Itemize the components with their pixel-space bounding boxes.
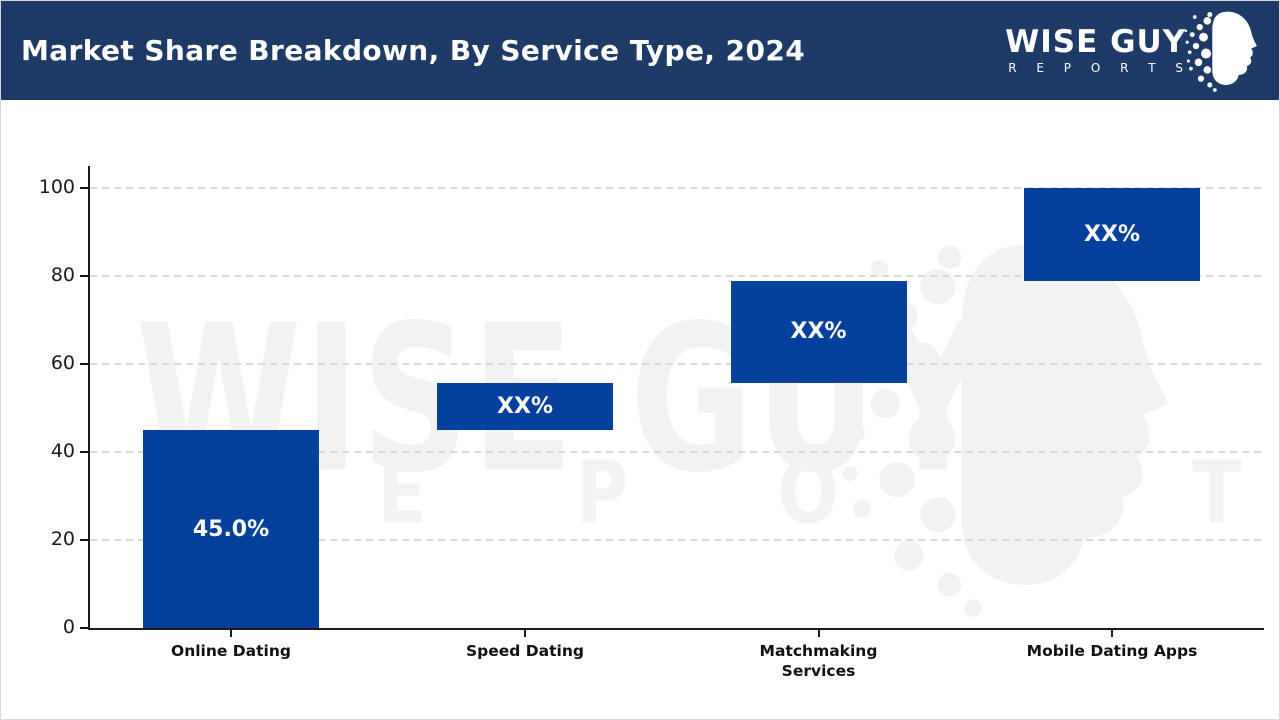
gridline-100 xyxy=(90,187,1263,189)
bar-online-dating: 45.0% xyxy=(143,430,319,628)
y-tick-20 xyxy=(80,539,88,541)
logo-subtitle: R E P O R T S xyxy=(1008,60,1191,75)
header-bar: Market Share Breakdown, By Service Type,… xyxy=(1,1,1279,100)
gridline-40 xyxy=(90,451,1263,453)
bar-value-label-matchmaking-services: XX% xyxy=(790,319,847,345)
y-tick-40 xyxy=(80,451,88,453)
category-label-online-dating: Online Dating xyxy=(171,642,291,660)
y-tick-label-60: 60 xyxy=(50,352,75,374)
x-tick-mobile-dating-apps xyxy=(1111,630,1113,637)
y-tick-label-20: 20 xyxy=(50,528,75,550)
page-title: Market Share Breakdown, By Service Type,… xyxy=(21,34,806,67)
y-tick-100 xyxy=(80,187,88,189)
dotted-head-profile-icon xyxy=(1184,11,1257,92)
category-label-mobile-dating-apps: Mobile Dating Apps xyxy=(1026,642,1198,660)
y-tick-label-40: 40 xyxy=(50,440,75,462)
logo-wordmark: WISE GUY xyxy=(1005,23,1187,60)
wise-guy-reports-logo: WISE GUY R E P O R T S xyxy=(1000,7,1269,95)
category-label-speed-dating: Speed Dating xyxy=(466,642,584,660)
y-tick-label-80: 80 xyxy=(50,264,75,286)
bar-value-label-mobile-dating-apps: XX% xyxy=(1084,221,1140,247)
x-tick-speed-dating xyxy=(524,630,526,637)
gridline-60 xyxy=(90,363,1263,365)
y-tick-0 xyxy=(80,627,88,629)
category-label-matchmaking-services: Matchmaking Services xyxy=(759,642,878,681)
y-axis-line xyxy=(88,166,90,630)
y-tick-label-0: 0 xyxy=(62,616,75,638)
gridline-80 xyxy=(90,275,1263,277)
bar-matchmaking-services: XX% xyxy=(730,280,907,383)
x-tick-online-dating xyxy=(230,630,232,637)
gridline-20 xyxy=(90,539,1263,541)
y-tick-80 xyxy=(80,275,88,277)
y-tick-label-100: 100 xyxy=(38,176,75,198)
bar-mobile-dating-apps: XX% xyxy=(1024,188,1200,281)
bar-value-label-online-dating: 45.0% xyxy=(192,516,270,542)
bar-value-label-speed-dating: XX% xyxy=(497,393,553,419)
x-axis-line xyxy=(88,628,1264,630)
x-tick-matchmaking-services xyxy=(817,630,820,637)
bar-speed-dating: XX% xyxy=(437,382,613,430)
y-tick-60 xyxy=(80,363,88,365)
logo-text: WISE GUY R E P O R T S xyxy=(1000,23,1191,75)
